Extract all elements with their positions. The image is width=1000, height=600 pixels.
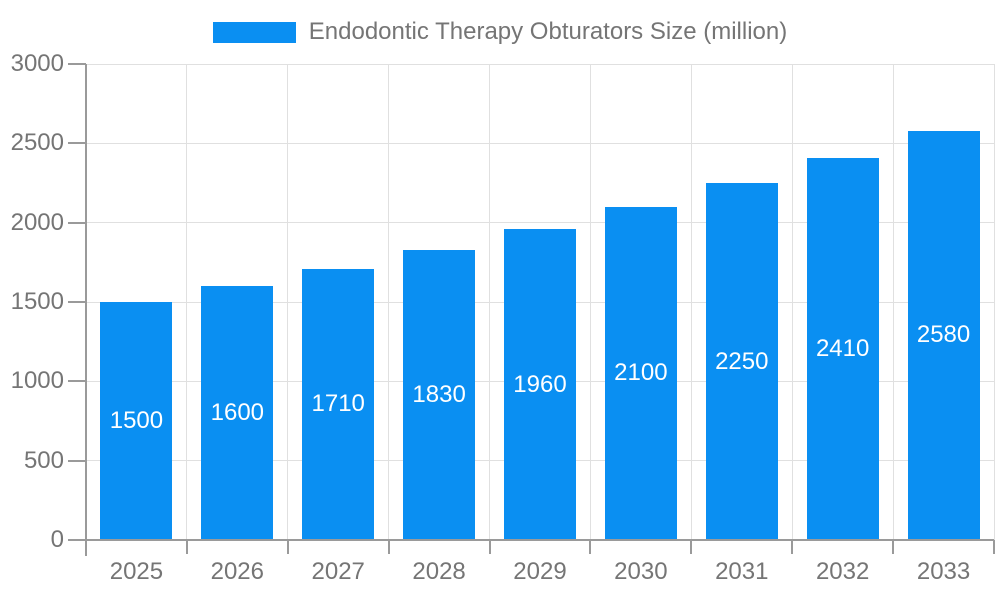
y-tick-2000 — [68, 221, 86, 224]
x-tick-9 — [993, 540, 995, 554]
y-axis-label-500: 500 — [23, 446, 64, 474]
bar-value-2025: 1500 — [109, 407, 164, 434]
x-tick-2 — [286, 540, 289, 554]
bar-2026[interactable] — [201, 286, 274, 540]
x-axis-label-2030: 2030 — [614, 558, 668, 585]
x-axis-label-2028: 2028 — [412, 558, 466, 585]
gridline-x-1 — [186, 64, 188, 540]
y-tick-2500 — [68, 142, 86, 145]
legend-swatch — [212, 21, 296, 43]
x-tick-1 — [185, 540, 188, 554]
x-axis-label-2026: 2026 — [210, 558, 264, 585]
x-tick-7 — [791, 540, 794, 554]
bar-2031[interactable] — [705, 183, 778, 540]
x-tick-8 — [892, 540, 895, 554]
y-axis-label-1500: 1500 — [10, 288, 64, 315]
x-tick-6 — [690, 540, 693, 554]
x-axis-label-2031: 2031 — [715, 558, 769, 585]
bar-value-2029: 1960 — [513, 370, 567, 398]
x-axis-label-2025: 2025 — [109, 558, 164, 585]
x-axis-label-2027: 2027 — [311, 558, 365, 585]
gridline-x-3 — [388, 64, 390, 540]
bar-value-2031: 2250 — [715, 347, 769, 375]
bar-2033[interactable] — [907, 130, 980, 540]
y-tick-1500 — [68, 301, 86, 303]
y-axis-label-1000: 1000 — [10, 367, 64, 395]
x-axis-label-2032: 2032 — [815, 558, 870, 585]
gridline-x-4 — [489, 64, 491, 540]
y-axis-label-2000: 2000 — [10, 208, 64, 236]
x-axis-label-2029: 2029 — [513, 558, 567, 585]
gridline-y-2500 — [86, 142, 994, 144]
y-axis-label-3000: 3000 — [10, 50, 64, 77]
gridline-x-7 — [791, 64, 793, 540]
bar-value-2027: 1710 — [311, 390, 365, 418]
bar-2025[interactable] — [100, 302, 173, 540]
gridline-x-8 — [892, 64, 894, 540]
bar-2028[interactable] — [403, 249, 476, 540]
x-tick-3 — [387, 540, 390, 554]
x-tick-5 — [589, 540, 592, 554]
gridline-y-2000 — [86, 222, 994, 224]
y-tick-1000 — [68, 380, 86, 383]
chart-legend[interactable]: Endodontic Therapy Obturators Size (mill… — [0, 16, 1000, 48]
y-tick-3000 — [68, 63, 86, 65]
x-axis-label-2033: 2033 — [916, 558, 971, 585]
bar-value-2030: 2100 — [614, 359, 668, 387]
bar-2027[interactable] — [302, 268, 375, 540]
gridline-x-6 — [690, 64, 692, 540]
y-axis-label-2500: 2500 — [10, 129, 64, 157]
gridline-x-9 — [993, 64, 995, 540]
x-axis-line — [68, 539, 994, 541]
gridline-x-5 — [589, 64, 591, 540]
gridline-x-2 — [287, 64, 289, 540]
bar-2029[interactable] — [504, 229, 576, 540]
x-tick-4 — [488, 540, 491, 554]
bar-value-2032: 2410 — [815, 334, 870, 362]
bar-value-2033: 2580 — [916, 321, 971, 349]
bar-value-2028: 1830 — [412, 380, 466, 408]
y-tick-500 — [68, 459, 86, 462]
bar-2032[interactable] — [806, 157, 879, 540]
y-axis-line — [85, 64, 87, 556]
bar-value-2026: 1600 — [210, 399, 265, 427]
bar-2030[interactable] — [604, 206, 677, 540]
legend-label: Endodontic Therapy Obturators Size (mill… — [308, 18, 788, 45]
gridline-y-3000 — [86, 63, 994, 65]
y-axis-label-0: 0 — [50, 526, 64, 553]
